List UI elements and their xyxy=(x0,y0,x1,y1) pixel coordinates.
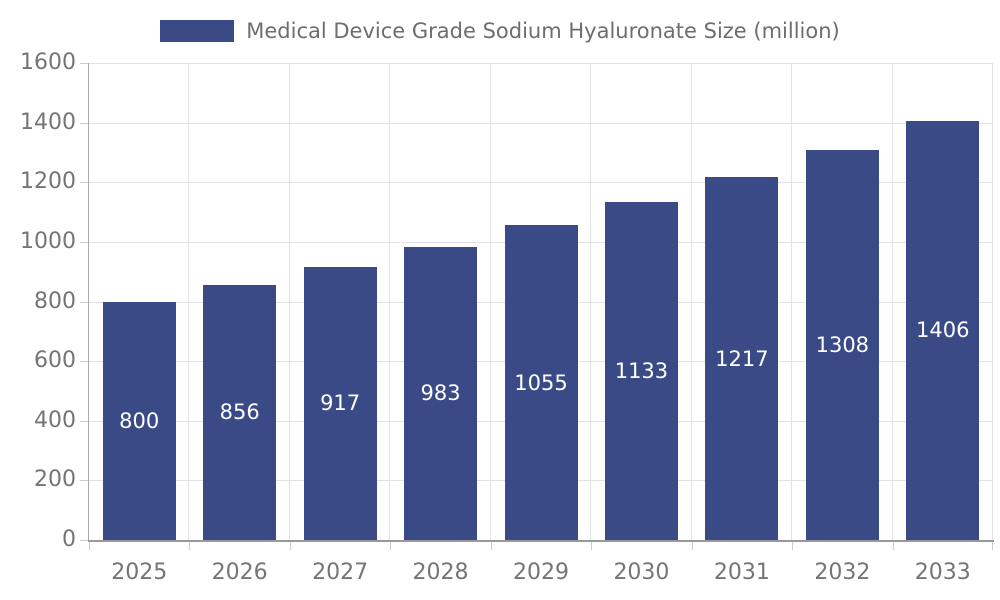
y-axis-line xyxy=(88,63,89,540)
x-axis-label-2033: 2033 xyxy=(914,560,971,585)
legend-label: Medical Device Grade Sodium Hyaluronate … xyxy=(246,19,840,43)
y-axis-label-0: 0 xyxy=(62,527,76,552)
x-axis-tick-8 xyxy=(892,542,894,550)
gridline-horizontal-1400 xyxy=(89,122,993,124)
bar-value-label-2033: 1406 xyxy=(916,318,970,343)
y-axis: 0 200 400 600 800 1000 1200 1400 1600 xyxy=(0,50,76,552)
gridline-vertical-9 xyxy=(992,63,993,540)
y-axis-label-600: 600 xyxy=(34,348,76,374)
y-axis-label-1600: 1600 xyxy=(20,50,76,75)
y-axis-tick-1400 xyxy=(80,122,88,124)
gridline-vertical-8 xyxy=(891,63,893,540)
x-axis-label-2031: 2031 xyxy=(713,560,770,585)
bar-value-label-2028: 983 xyxy=(420,381,461,406)
x-axis-tick-6 xyxy=(691,542,693,550)
x-axis: 2025 2026 2027 2028 2029 2030 2031 2032 2033 xyxy=(89,540,993,590)
y-axis-label-800: 800 xyxy=(34,288,76,314)
bar-value-label-2029: 1055 xyxy=(514,370,568,395)
bar-value-label-2025: 800 xyxy=(119,408,160,433)
bar-value-label-2030: 1133 xyxy=(614,359,669,384)
y-axis-label-400: 400 xyxy=(34,407,76,433)
x-axis-line xyxy=(88,540,994,542)
legend-swatch xyxy=(160,20,235,42)
y-axis-tick-1600 xyxy=(80,63,88,64)
bar-2031: 1217 xyxy=(705,177,779,540)
bar-2029: 1055 xyxy=(504,225,578,540)
y-axis-tick-400 xyxy=(80,420,88,422)
plot-area: 800 856 917 983 1055 1133 1217 1308 1406 xyxy=(89,63,993,540)
y-axis-tick-1200 xyxy=(80,182,88,184)
y-axis-tick-0 xyxy=(80,540,88,541)
x-axis-tick-1 xyxy=(189,542,191,550)
y-axis-label-1400: 1400 xyxy=(20,109,76,135)
bar-2028: 983 xyxy=(404,246,478,540)
chart-legend[interactable]: Medical Device Grade Sodium Hyaluronate … xyxy=(0,9,1000,53)
x-axis-tick-5 xyxy=(591,542,593,550)
bar-2032: 1308 xyxy=(805,150,879,540)
y-axis-label-1000: 1000 xyxy=(20,228,76,254)
bar-value-label-2027: 917 xyxy=(320,391,361,416)
bar-2026: 856 xyxy=(203,284,277,540)
gridline-vertical-3 xyxy=(389,63,391,540)
x-axis-label-2029: 2029 xyxy=(512,560,569,585)
gridline-vertical-7 xyxy=(791,63,793,540)
x-axis-tick-4 xyxy=(490,542,492,550)
gridline-horizontal-1200 xyxy=(89,182,993,184)
y-axis-tick-600 xyxy=(80,361,88,363)
y-axis-tick-1000 xyxy=(80,241,88,243)
bar-value-label-2032: 1308 xyxy=(815,333,870,358)
bar-2030: 1133 xyxy=(604,202,678,540)
x-axis-tick-9 xyxy=(992,542,993,550)
x-axis-tick-2 xyxy=(289,542,291,550)
y-axis-label-200: 200 xyxy=(34,467,76,493)
bar-2025: 800 xyxy=(102,301,176,540)
gridline-vertical-5 xyxy=(590,63,592,540)
x-axis-tick-0 xyxy=(89,542,90,550)
x-axis-tick-3 xyxy=(390,542,392,550)
x-axis-tick-7 xyxy=(792,542,794,550)
gridline-vertical-6 xyxy=(690,63,692,540)
bar-value-label-2031: 1217 xyxy=(715,346,769,371)
x-axis-label-2027: 2027 xyxy=(312,560,369,585)
y-axis-tick-800 xyxy=(80,301,88,303)
y-axis-tick-200 xyxy=(80,480,88,482)
y-axis-label-1200: 1200 xyxy=(20,169,76,195)
x-axis-label-2028: 2028 xyxy=(412,560,469,585)
x-axis-label-2025: 2025 xyxy=(111,560,168,585)
x-axis-label-2026: 2026 xyxy=(211,560,268,585)
gridline-vertical-2 xyxy=(288,63,290,540)
bar-2027: 917 xyxy=(303,266,377,540)
bar-2033: 1406 xyxy=(906,120,980,540)
gridline-vertical-4 xyxy=(489,63,491,540)
x-axis-label-2032: 2032 xyxy=(814,560,871,585)
bar-value-label-2026: 856 xyxy=(219,400,260,425)
gridline-vertical-1 xyxy=(188,63,190,540)
gridline-horizontal-1600 xyxy=(89,63,993,64)
x-axis-label-2030: 2030 xyxy=(613,560,670,585)
